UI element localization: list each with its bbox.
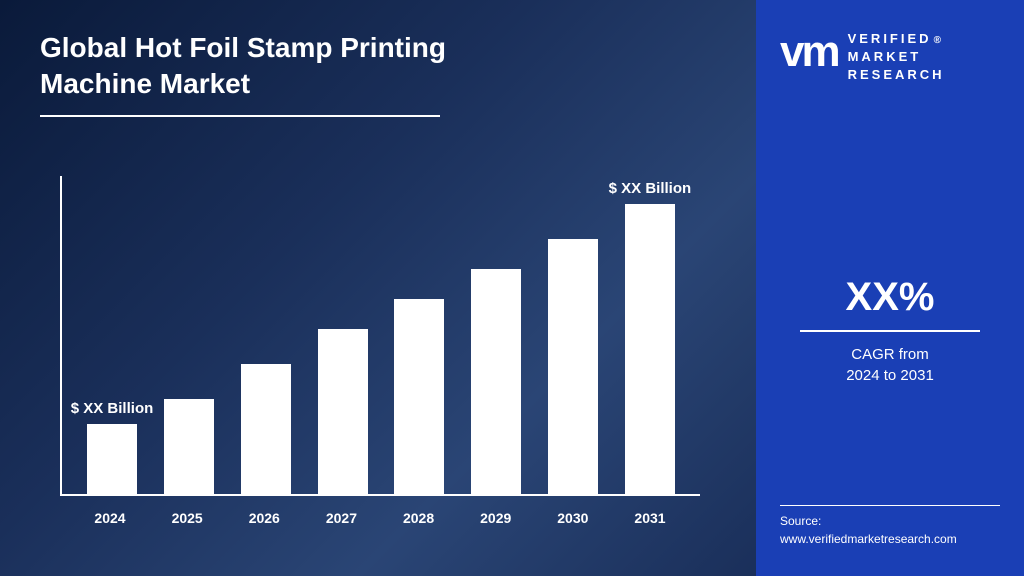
bar-value-label: $ XX Billion [609, 180, 692, 198]
bar-chart: $ XX Billion $ XX Billion [60, 146, 700, 526]
cagr-value: XX% [780, 275, 1000, 320]
x-label: 2025 [157, 510, 217, 526]
x-label: 2027 [311, 510, 371, 526]
source-label: Source: [780, 512, 1000, 530]
bar-wrapper: $ XX Billion [620, 180, 680, 494]
logo: vm VERIFIED® MARKET RESEARCH [780, 30, 1000, 85]
bar-value-label: $ XX Billion [71, 400, 154, 418]
logo-mark-icon: vm [780, 30, 838, 74]
bar-wrapper: $ XX Billion [82, 400, 142, 494]
logo-text-block: VERIFIED® MARKET RESEARCH [848, 30, 945, 85]
chart-title: Global Hot Foil Stamp Printing Machine M… [40, 30, 540, 103]
bar [471, 269, 521, 494]
x-axis-labels: 2024 2025 2026 2027 2028 2029 2030 2031 [60, 510, 700, 526]
source-url: www.verifiedmarketresearch.com [780, 530, 1000, 548]
cagr-label: CAGR from 2024 to 2031 [780, 344, 1000, 386]
bar [87, 424, 137, 494]
x-label: 2024 [80, 510, 140, 526]
source-divider [780, 505, 1000, 507]
bar-wrapper [389, 299, 449, 494]
chart-bars-container: $ XX Billion $ XX Billion [60, 176, 700, 496]
logo-text-line: RESEARCH [848, 66, 945, 84]
bar-wrapper [236, 364, 296, 494]
bar-wrapper [543, 239, 603, 494]
logo-text-line: VERIFIED® [848, 30, 945, 48]
bar [548, 239, 598, 494]
x-label: 2029 [466, 510, 526, 526]
main-panel: Global Hot Foil Stamp Printing Machine M… [0, 0, 756, 576]
bar [394, 299, 444, 494]
x-label: 2030 [543, 510, 603, 526]
bar-wrapper [159, 399, 219, 494]
bar [241, 364, 291, 494]
x-label: 2028 [389, 510, 449, 526]
bar [625, 204, 675, 494]
logo-text-line: MARKET [848, 48, 945, 66]
cagr-block: XX% CAGR from 2024 to 2031 [780, 275, 1000, 386]
title-underline [40, 115, 440, 117]
x-label: 2031 [620, 510, 680, 526]
bar [164, 399, 214, 494]
x-label: 2026 [234, 510, 294, 526]
bar [318, 329, 368, 494]
bar-wrapper [466, 269, 526, 494]
side-panel: vm VERIFIED® MARKET RESEARCH XX% CAGR fr… [756, 0, 1024, 576]
source-block: Source: www.verifiedmarketresearch.com [780, 505, 1000, 549]
bar-wrapper [313, 329, 373, 494]
cagr-divider [800, 330, 980, 332]
